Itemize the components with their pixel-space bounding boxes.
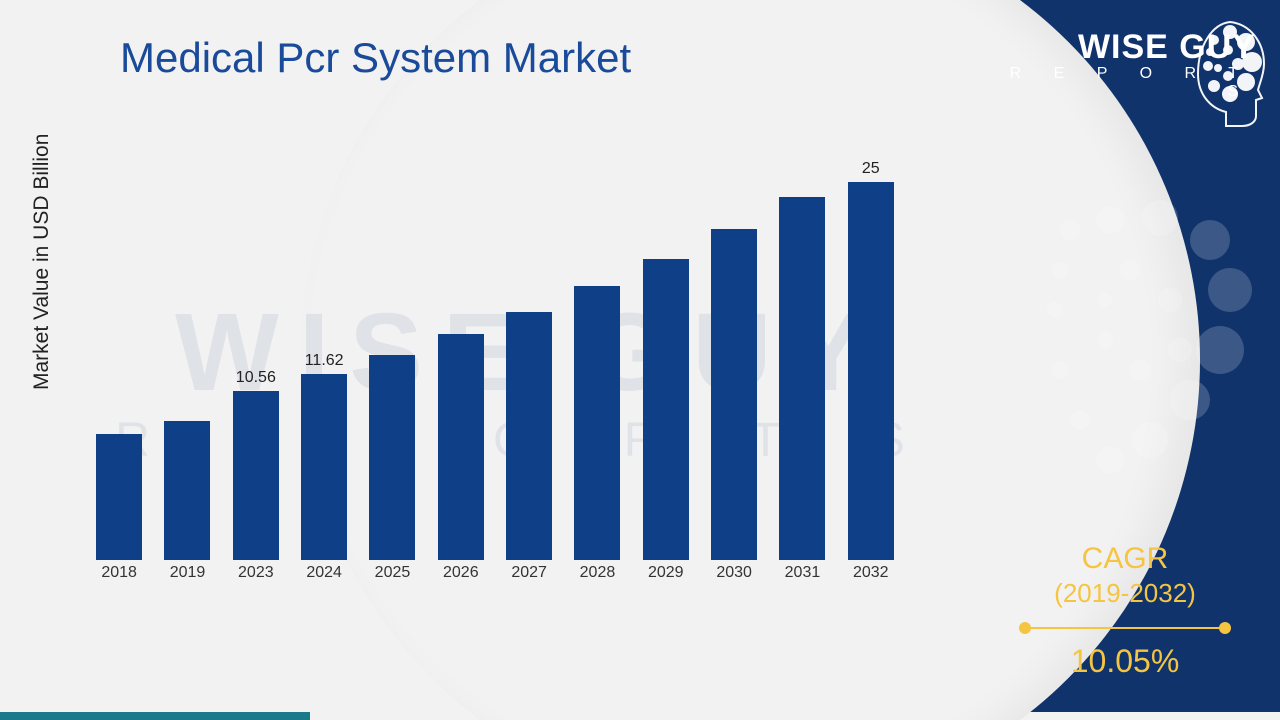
x-axis-label: 2029 [632, 564, 700, 590]
x-axis-label: 2026 [427, 564, 495, 590]
bar-value-label: 25 [862, 160, 880, 178]
bar-value-label [185, 399, 189, 417]
bar-value-label [800, 175, 804, 193]
chart-title: Medical Pcr System Market [120, 34, 631, 82]
x-axis-label: 2024 [290, 564, 358, 590]
bar-slot [153, 160, 221, 560]
bar-value-label [664, 237, 668, 255]
bar [574, 286, 620, 560]
bar [506, 312, 552, 560]
cagr-value: 10.05% [1000, 643, 1250, 680]
bar-slot [768, 160, 836, 560]
cagr-title: CAGR [1000, 542, 1250, 576]
bar [711, 229, 757, 560]
bar-value-label [390, 333, 394, 351]
x-axis-label: 2027 [495, 564, 563, 590]
bar [164, 421, 210, 560]
x-axis-label: 2025 [358, 564, 426, 590]
bar-slot: 11.62 [290, 160, 358, 560]
y-axis-label: Market Value in USD Billion [30, 134, 54, 390]
bar [369, 355, 415, 560]
bar-chart: 10.5611.62 25 20182019202320242025202620… [85, 160, 905, 590]
cagr-range: (2019-2032) [1000, 578, 1250, 609]
bar-slot [632, 160, 700, 560]
cagr-block: CAGR (2019-2032) 10.05% [1000, 542, 1250, 680]
bar-slot [85, 160, 153, 560]
x-axis-label: 2028 [563, 564, 631, 590]
bar-value-label: 11.62 [305, 352, 344, 370]
bar-slot [358, 160, 426, 560]
bar-value-label [595, 264, 599, 282]
bar [848, 182, 894, 560]
bar [96, 434, 142, 560]
bar-slot [495, 160, 563, 560]
brand-logo: WISE GUY R E P O R T S [986, 28, 1256, 101]
bar [643, 259, 689, 560]
bar-slot [700, 160, 768, 560]
bar-slot: 10.56 [222, 160, 290, 560]
cagr-divider [1025, 627, 1225, 629]
bar-slot [563, 160, 631, 560]
bar [233, 391, 279, 560]
bar-value-label: 10.56 [236, 369, 276, 387]
chart-plot-area: 10.56 11.62 25 [85, 160, 905, 560]
bar-value-label [117, 412, 121, 430]
bar-value-label [732, 207, 736, 225]
bar-value-label [527, 290, 531, 308]
x-axis-label: 2019 [153, 564, 221, 590]
x-axis-label: 2018 [85, 564, 153, 590]
bar [438, 334, 484, 560]
x-axis-label: 2032 [837, 564, 905, 590]
bottom-accent-strip [0, 712, 310, 720]
bar [301, 374, 347, 560]
bar-value-label [459, 312, 463, 330]
x-axis-label: 2023 [222, 564, 290, 590]
x-axis-label: 2031 [768, 564, 836, 590]
x-axis-label: 2030 [700, 564, 768, 590]
brand-head-icon [1180, 20, 1268, 130]
x-axis-labels: 2018201920232024202520262027202820292030… [85, 564, 905, 590]
bar-slot [427, 160, 495, 560]
bar [779, 197, 825, 560]
bar-slot: 25 [837, 160, 905, 560]
